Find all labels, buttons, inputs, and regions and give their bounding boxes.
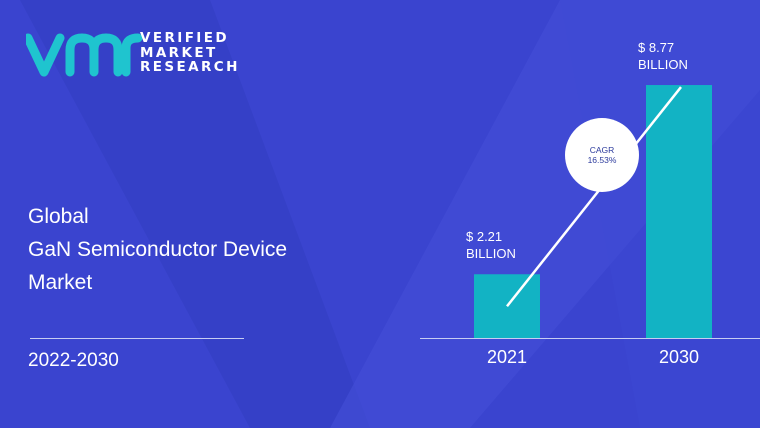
title-divider: [30, 338, 244, 339]
brand-line-1: VERIFIED: [140, 30, 229, 46]
value-label-2021: $ 2.21 BILLION: [466, 228, 516, 262]
brand-line-3: RESEARCH: [140, 59, 240, 75]
forecast-period: 2022-2030: [28, 350, 119, 371]
brand-logo-icon: [26, 33, 143, 77]
value-label-unit: BILLION: [638, 57, 688, 73]
x-tick-label: 2030: [658, 347, 700, 367]
title-line-1: Global: [28, 205, 89, 228]
brand-wordmark: VERIFIED MARKET RESEARCH: [140, 31, 240, 75]
cagr-label: CAGR: [589, 145, 615, 155]
value-label-unit: BILLION: [466, 246, 516, 262]
page-title: Global GaN Semiconductor Device Market: [28, 200, 287, 299]
brand-line-2: MARKET: [140, 44, 218, 61]
value-label-amount: $ 8.77: [638, 40, 675, 56]
title-line-2: GaN Semiconductor Device: [28, 238, 288, 261]
value-label-amount: $ 2.21: [466, 229, 503, 245]
x-tick-label: 2021: [486, 347, 528, 367]
value-label-2030: $ 8.77 BILLION: [638, 39, 688, 73]
growth-trend-line: [506, 86, 682, 308]
cagr-badge: CAGR 16.53%: [565, 118, 639, 192]
title-line-3: Market: [28, 271, 93, 294]
bar-2030: [646, 85, 712, 338]
cagr-value: 16.53%: [587, 155, 617, 165]
